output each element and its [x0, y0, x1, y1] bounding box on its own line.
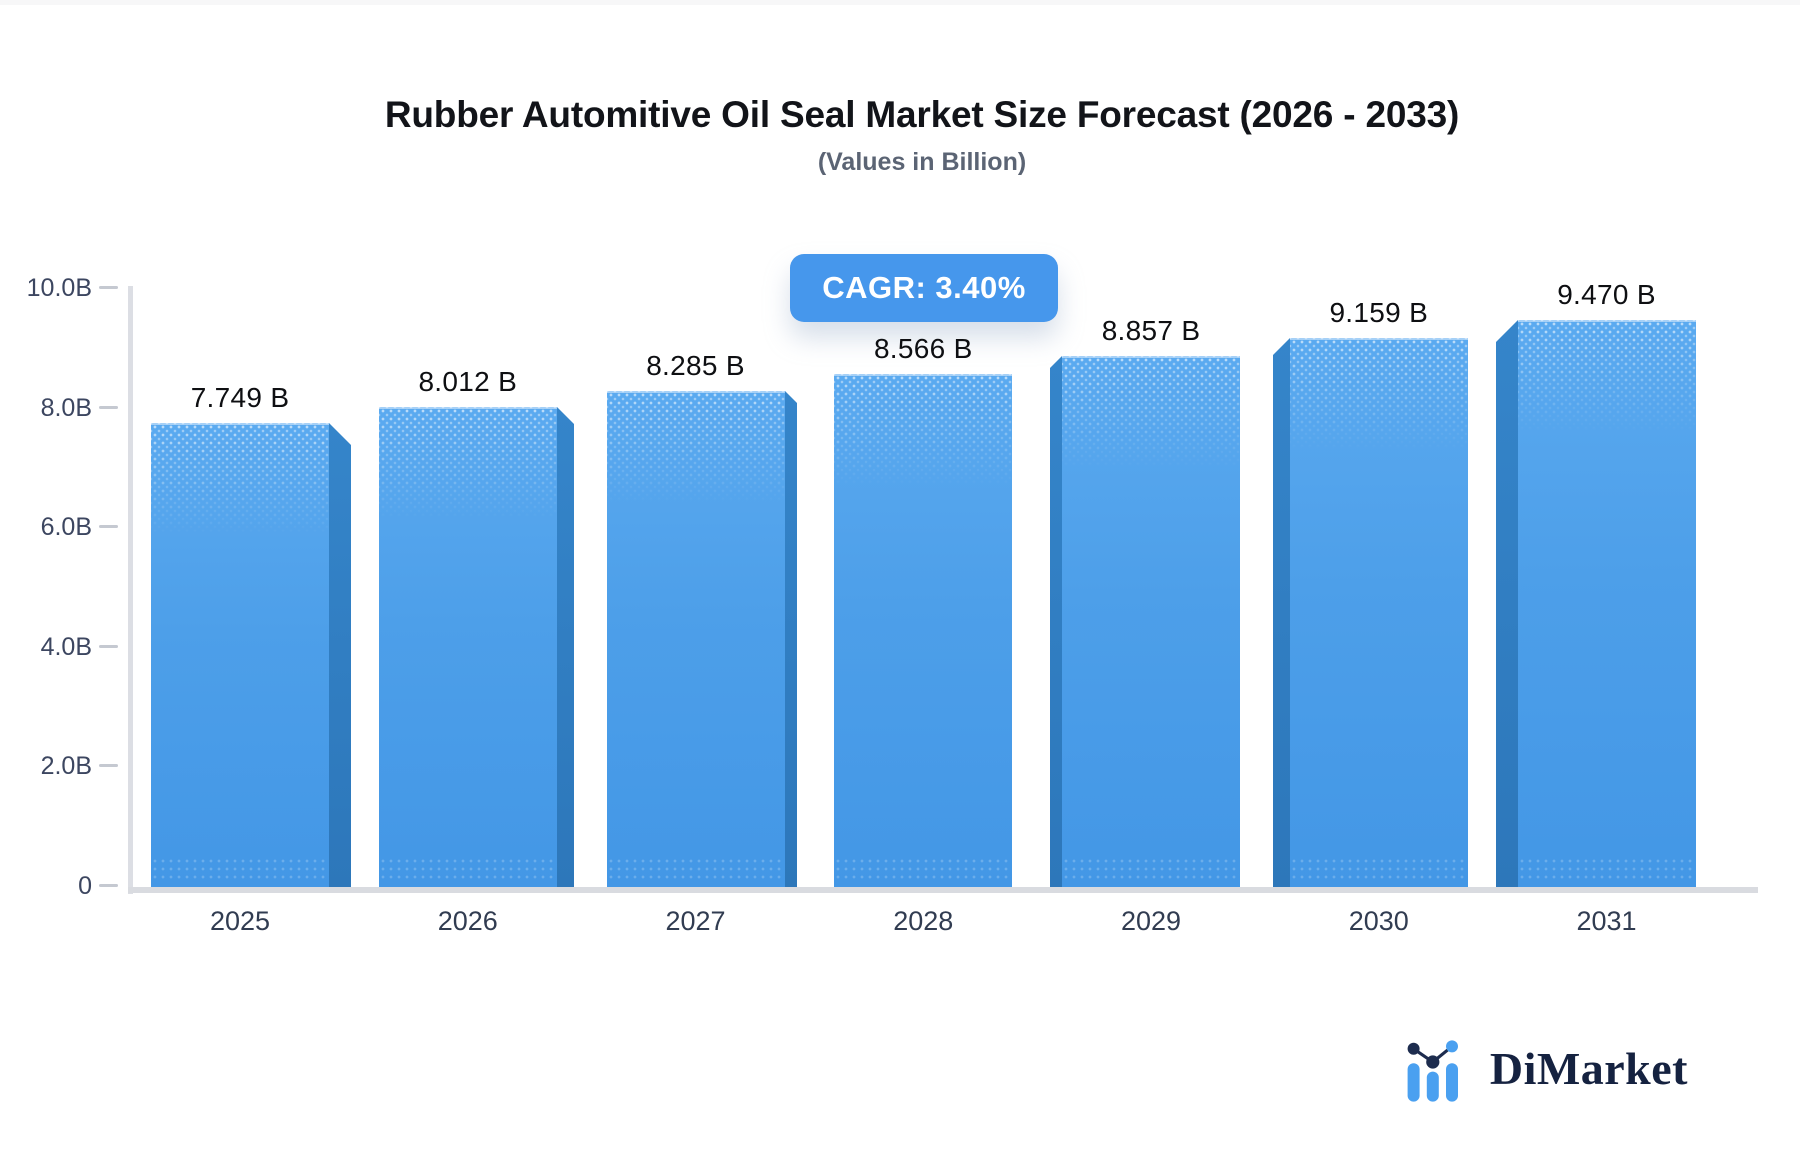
bar-value-label: 8.857 B: [1101, 315, 1201, 346]
x-tick-label: 2031: [1576, 906, 1637, 936]
bar-texture-dots: [151, 423, 329, 535]
bar-3d-side-2025: [329, 423, 351, 887]
bar-texture-dots-bottom: [1290, 857, 1468, 883]
bar-texture-dots-bottom: [379, 857, 557, 883]
y-tick-label: 8.0B: [40, 394, 92, 422]
bar-value-label: 8.012 B: [418, 366, 518, 397]
bar-2025: [151, 423, 329, 887]
cagr-badge-label: CAGR: 3.40%: [822, 270, 1026, 305]
y-tick-mark: [99, 764, 118, 767]
x-tick-label: 2029: [1120, 906, 1182, 936]
cagr-badge: CAGR: 3.40%: [790, 254, 1058, 322]
bar-2027: [607, 391, 785, 887]
top-border-strip: [0, 0, 1800, 5]
bar-value-label: 9.470 B: [1557, 279, 1656, 310]
bar-value-label: 8.566 B: [873, 333, 973, 364]
bar-texture-dots-bottom: [607, 857, 785, 883]
x-axis-baseline: [128, 887, 1758, 893]
bar-texture-dots-bottom: [834, 857, 1012, 883]
bar-texture-dots: [1290, 338, 1468, 450]
bar-2028: [834, 374, 1012, 887]
brand-logo: DiMarket: [1404, 1032, 1688, 1104]
x-tick-label: 2027: [665, 906, 726, 936]
y-axis-line: [128, 286, 133, 894]
x-tick-label: 2028: [893, 906, 954, 936]
chart-title: Rubber Automitive Oil Seal Market Size F…: [384, 94, 1460, 135]
bar-texture-dots: [379, 407, 557, 519]
y-tick-label: 2.0B: [40, 752, 92, 780]
y-tick-mark: [99, 525, 118, 528]
bar-texture-dots: [1062, 356, 1240, 468]
brand-logo-text: DiMarket: [1489, 1042, 1688, 1094]
y-tick-label: 6.0B: [40, 513, 92, 541]
y-tick-label: 0: [78, 872, 92, 900]
y-tick-mark: [99, 884, 118, 887]
dimarket-bar-chart-logo-icon: [1407, 1040, 1458, 1102]
bar-texture-dots-bottom: [1062, 857, 1240, 883]
bar-value-label: 8.285 B: [646, 350, 745, 381]
bar-2029: [1062, 356, 1240, 887]
bar-3d-side-2027: [785, 391, 797, 887]
x-tick-label: 2030: [1348, 906, 1409, 936]
y-tick-mark: [99, 645, 118, 648]
x-tick-label: 2025: [209, 906, 271, 936]
bar-texture-dots: [834, 374, 1012, 486]
bar-2026: [379, 407, 557, 887]
bar-texture-dots-bottom: [1518, 857, 1696, 883]
y-tick-label: 10.0B: [26, 274, 92, 302]
bar-3d-side-2030: [1273, 338, 1290, 887]
bar-3d-side-2029: [1050, 356, 1062, 887]
chart-subtitle: (Values in Billion): [817, 148, 1027, 176]
bar-texture-dots-bottom: [151, 857, 329, 883]
bar-value-label: 7.749 B: [190, 382, 290, 413]
bar-texture-dots: [1518, 320, 1696, 432]
bar-3d-side-2031: [1496, 320, 1518, 887]
bar-value-label: 9.159 B: [1329, 297, 1429, 328]
y-tick-mark: [99, 286, 118, 289]
bar-2030: [1290, 338, 1468, 887]
bar-2031: [1518, 320, 1696, 887]
bar-3d-side-2026: [557, 407, 574, 887]
x-tick-label: 2026: [437, 906, 498, 936]
y-tick-mark: [99, 406, 118, 409]
bar-texture-dots: [607, 391, 785, 503]
y-tick-label: 4.0B: [40, 633, 92, 661]
